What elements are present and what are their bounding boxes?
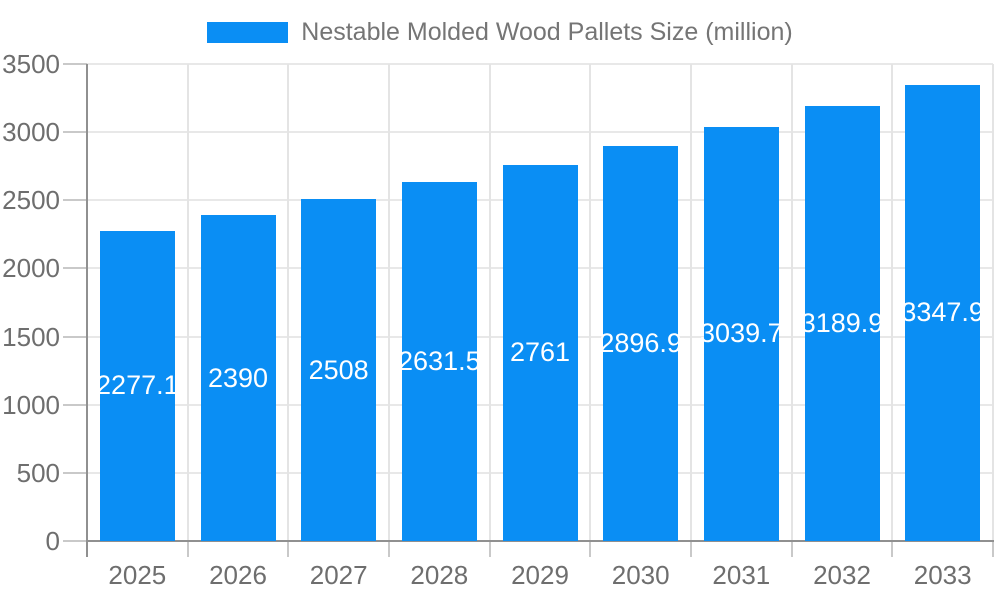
- x-axis-tick: [186, 541, 189, 557]
- gridline-vertical: [589, 64, 592, 541]
- y-axis-label: 2000: [2, 253, 60, 284]
- x-axis-tick: [589, 541, 592, 557]
- gridline-vertical: [891, 64, 894, 541]
- x-axis-label: 2027: [309, 560, 368, 590]
- y-axis-label: 0: [45, 526, 60, 556]
- bar-2031[interactable]: 3039.7: [700, 126, 783, 541]
- x-axis-label: 2033: [913, 560, 972, 590]
- gridline-horizontal: [87, 63, 993, 65]
- legend-item[interactable]: Nestable Molded Wood Pallets Size (milli…: [207, 18, 793, 47]
- x-axis-tick: [488, 541, 491, 557]
- bar-value-label: 3347.9: [901, 297, 984, 328]
- x-axis-line: [86, 540, 994, 542]
- y-axis-tick: [63, 335, 87, 338]
- legend-swatch: [207, 22, 289, 43]
- x-axis-label: 2030: [611, 560, 670, 590]
- bar-value-label: 2390: [207, 362, 269, 393]
- y-axis-label: 3500: [2, 49, 60, 79]
- y-axis-label: 1000: [2, 389, 60, 420]
- bar-value-label: 2761: [509, 337, 571, 368]
- y-axis-tick: [63, 403, 87, 406]
- y-axis-label: 500: [16, 457, 60, 488]
- y-axis-tick: [63, 131, 87, 134]
- y-axis-tick: [63, 540, 87, 542]
- gridline-vertical: [488, 64, 491, 541]
- x-axis-tick: [388, 541, 390, 557]
- y-axis-tick: [63, 199, 87, 202]
- legend: Nestable Molded Wood Pallets Size (milli…: [0, 18, 1000, 47]
- bar-2032[interactable]: 3189.9: [801, 106, 883, 541]
- bar-2026[interactable]: 2390: [200, 215, 276, 541]
- gridline-horizontal: [87, 131, 993, 134]
- y-axis-label: 1500: [2, 321, 60, 352]
- x-axis-tick: [992, 541, 994, 557]
- bar-value-label: 3189.9: [800, 308, 884, 339]
- bar-value-label: 2631.5: [398, 346, 481, 377]
- bar-2025[interactable]: 2277.1: [96, 230, 179, 541]
- bar-2027[interactable]: 2508: [301, 199, 377, 541]
- x-axis-tick: [790, 541, 793, 557]
- x-axis-label: 2031: [712, 560, 771, 590]
- bar-value-label: 2277.1: [96, 370, 179, 401]
- x-axis-label: 2026: [209, 560, 267, 590]
- gridline-vertical: [790, 64, 793, 541]
- gridline-vertical: [186, 64, 189, 541]
- gridline-vertical: [690, 64, 692, 541]
- bar-value-label: 2508: [308, 354, 369, 385]
- bar-value-label: 2896.9: [599, 328, 682, 359]
- bar-2033[interactable]: 3347.9: [901, 84, 984, 541]
- bar-2029[interactable]: 2761: [502, 164, 578, 541]
- x-axis-label: 2025: [108, 560, 167, 590]
- y-axis-label: 2500: [2, 185, 60, 216]
- y-axis-line: [86, 64, 88, 557]
- x-axis-tick: [891, 541, 894, 557]
- bar-2030[interactable]: 2896.9: [599, 146, 682, 541]
- x-axis-tick: [690, 541, 692, 557]
- bar-2028[interactable]: 2631.5: [398, 182, 481, 541]
- x-axis-label: 2029: [511, 560, 569, 590]
- y-axis-tick: [63, 267, 87, 270]
- bar-value-label: 3039.7: [700, 318, 783, 349]
- y-axis-tick: [63, 471, 87, 474]
- x-axis-label: 2032: [813, 560, 871, 590]
- x-axis-tick: [287, 541, 290, 557]
- legend-label: Nestable Molded Wood Pallets Size (milli…: [301, 18, 793, 46]
- gridline-vertical: [992, 64, 994, 541]
- gridline-vertical: [287, 64, 290, 541]
- x-axis-label: 2028: [410, 560, 469, 590]
- y-axis-tick: [63, 63, 87, 65]
- y-axis-label: 3000: [2, 117, 60, 148]
- gridline-vertical: [388, 64, 390, 541]
